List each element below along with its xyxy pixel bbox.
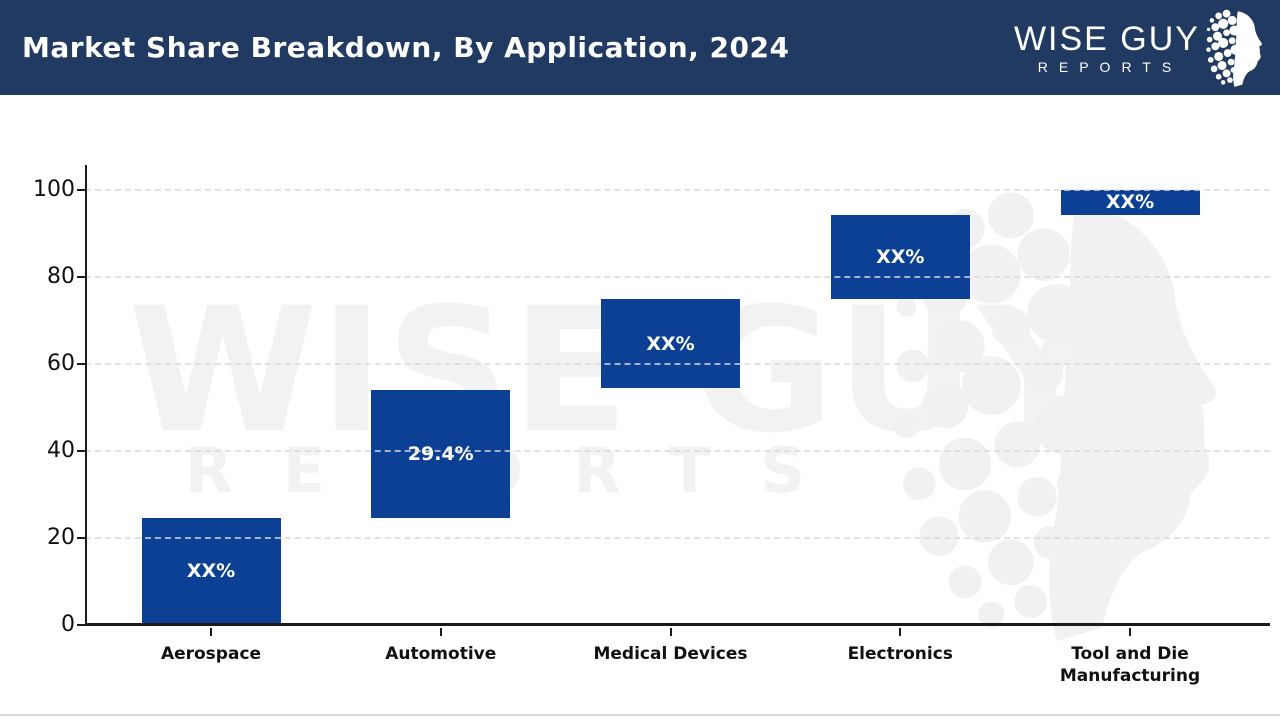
x-category-label: Electronics <box>847 644 953 664</box>
x-category-label: Automotive <box>385 644 497 664</box>
y-tick-mark <box>77 624 85 626</box>
x-tick-mark <box>1129 628 1131 636</box>
bar-segment: 29.4% <box>371 390 511 518</box>
y-tick-mark <box>77 363 85 365</box>
x-tick-mark <box>210 628 212 636</box>
y-tick-mark <box>77 189 85 191</box>
logo-text: WISE GUY REPORTS <box>1014 22 1200 74</box>
bar-segment: XX% <box>141 517 281 625</box>
y-tick-label: 60 <box>47 351 75 376</box>
x-tick-mark <box>899 628 902 636</box>
gridline <box>85 276 1270 278</box>
x-tick-mark <box>439 628 442 636</box>
y-tick-label: 0 <box>61 612 75 637</box>
bar-value-label: XX% <box>1105 191 1155 214</box>
bar-value-label: 29.4% <box>407 443 474 466</box>
x-category-label: Tool and Die Manufacturing <box>1059 644 1201 687</box>
bar-value-label: XX% <box>646 332 695 355</box>
gridline <box>85 450 1270 452</box>
bottom-divider <box>0 714 1280 716</box>
logo-head-icon <box>1206 9 1262 87</box>
wiseguy-logo: WISE GUY REPORTS <box>1014 8 1280 88</box>
logo-subtitle: REPORTS <box>1037 58 1183 75</box>
x-category-label: Medical Devices <box>593 644 748 664</box>
header-band: Market Share Breakdown, By Application, … <box>0 0 1280 95</box>
x-axis-spine <box>85 623 1270 626</box>
bar-segment: XX% <box>830 214 970 299</box>
bar-segment: XX% <box>1060 190 1200 215</box>
bar-value-label: XX% <box>876 245 925 268</box>
y-tick-label: 80 <box>47 264 75 289</box>
y-tick-mark <box>77 450 85 452</box>
chart-area: WISE GUY REPORTS 020406080100XX%Aerospac… <box>0 95 1280 715</box>
bar-value-label: XX% <box>186 560 236 583</box>
y-tick-label: 20 <box>47 525 75 550</box>
gridline <box>85 537 1270 539</box>
x-tick-mark <box>669 628 672 636</box>
page-title: Market Share Breakdown, By Application, … <box>22 31 790 64</box>
y-tick-label: 100 <box>33 177 75 202</box>
y-tick-label: 40 <box>47 438 75 463</box>
gridline <box>85 363 1270 365</box>
y-tick-mark <box>77 537 85 539</box>
bar-segment: XX% <box>601 298 740 389</box>
logo-wordmark: WISE GUY <box>1013 19 1200 58</box>
x-category-label: Aerospace <box>160 644 262 664</box>
y-tick-mark <box>77 276 85 278</box>
gridline <box>85 189 1270 191</box>
y-axis-spine <box>85 165 87 625</box>
